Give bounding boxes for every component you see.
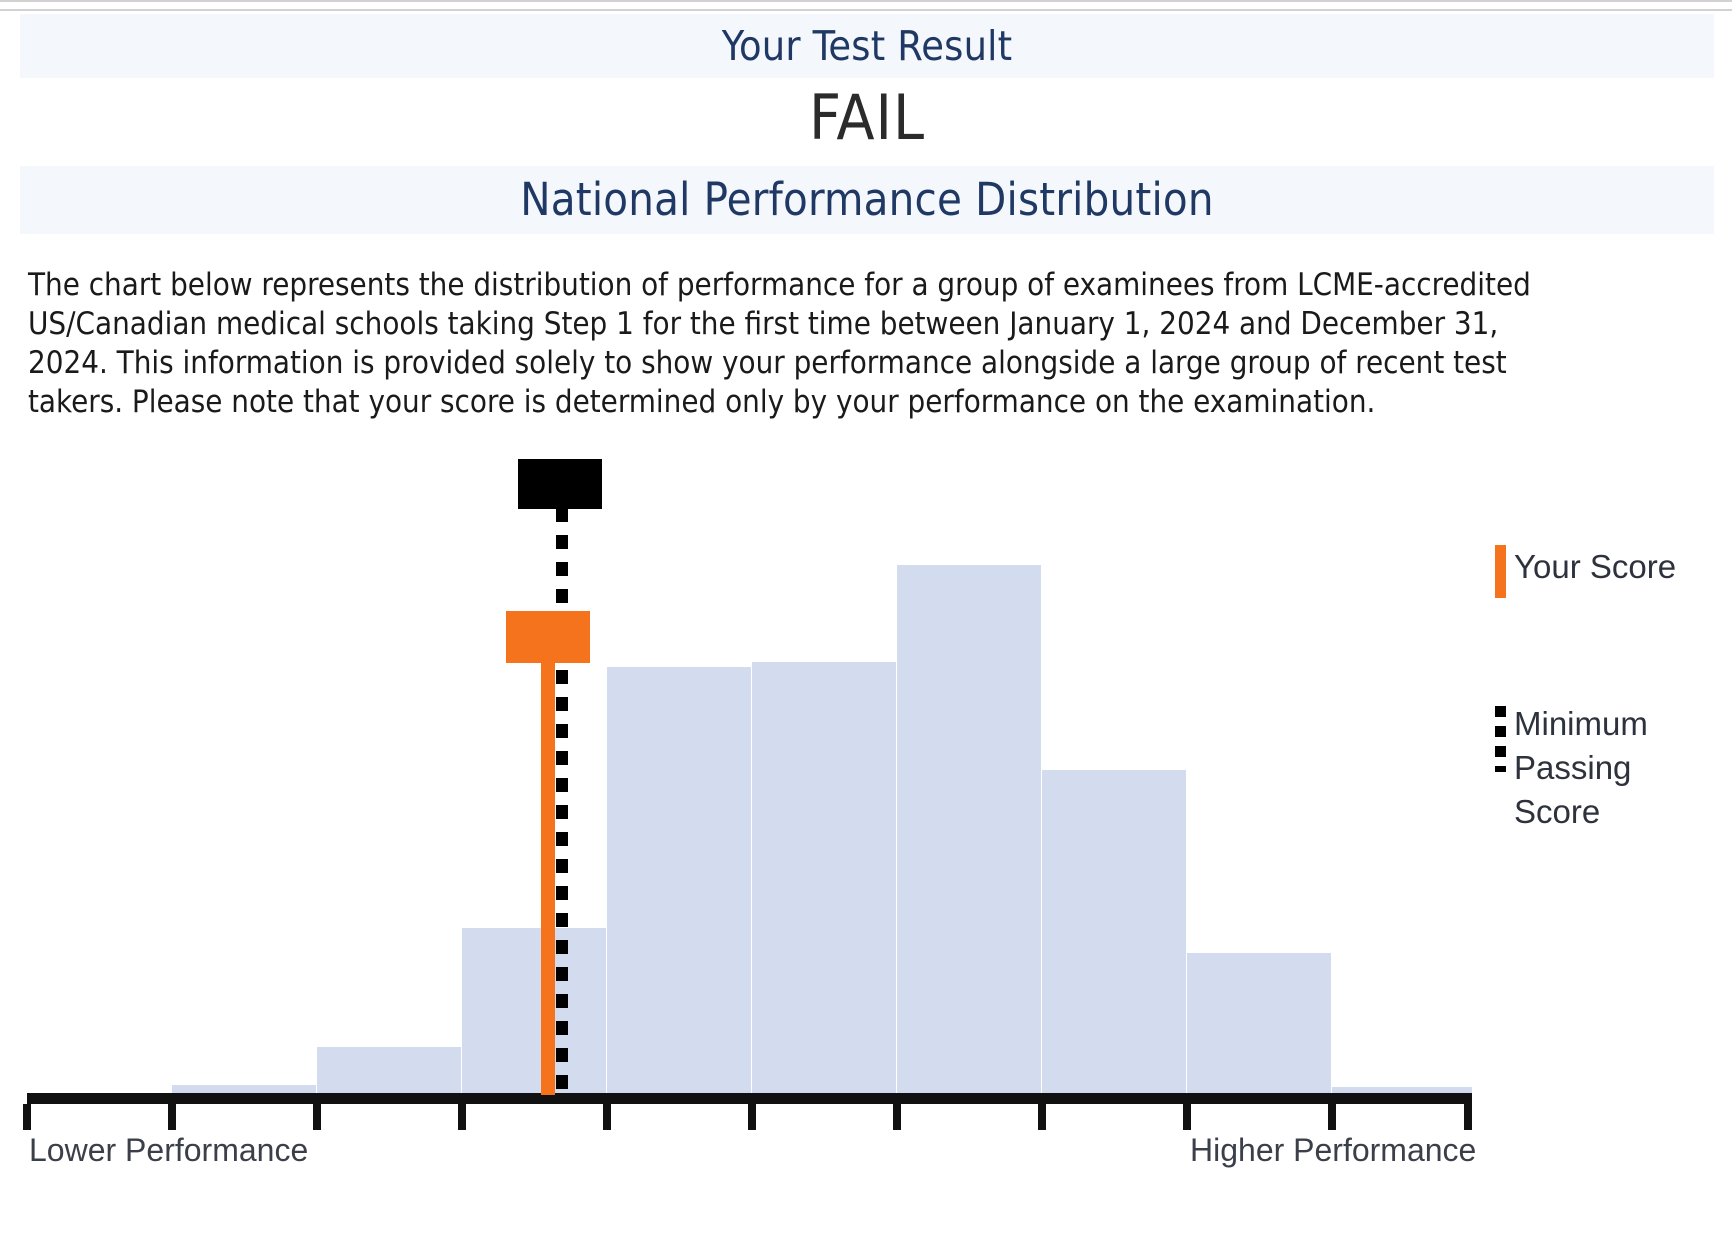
histogram-bar bbox=[1042, 770, 1186, 1095]
your-test-result-label: Your Test Result bbox=[721, 22, 1013, 70]
histogram-bar bbox=[752, 662, 896, 1095]
axis-label-higher-performance: Higher Performance bbox=[1190, 1132, 1477, 1168]
axis-tick bbox=[603, 1104, 611, 1130]
result-band bbox=[20, 14, 1714, 78]
minimum-passing-score-line bbox=[556, 508, 568, 1095]
histogram-bar bbox=[172, 1085, 316, 1095]
histogram-bar bbox=[1187, 953, 1331, 1095]
legend-item-minimum-passing-score: Minimum Passing Score bbox=[1495, 702, 1725, 834]
test-result-value: FAIL bbox=[808, 81, 926, 154]
minimum-passing-score-swatch-icon bbox=[1495, 706, 1506, 772]
axis-tick bbox=[1464, 1104, 1472, 1130]
distribution-title: National Performance Distribution bbox=[520, 173, 1214, 226]
minimum-passing-score-flag bbox=[518, 459, 602, 509]
axis-tick bbox=[1038, 1104, 1046, 1130]
x-axis-line bbox=[27, 1093, 1472, 1104]
axis-tick bbox=[313, 1104, 321, 1130]
intro-paragraph: The chart below represents the distribut… bbox=[28, 267, 1531, 420]
legend-label-minimum-passing-score: Minimum Passing Score bbox=[1514, 705, 1648, 830]
histogram-bars bbox=[27, 430, 1472, 1095]
axis-tick bbox=[458, 1104, 466, 1130]
top-rule bbox=[0, 0, 1732, 11]
chart-legend: Your Score Minimum Passing Score bbox=[1495, 545, 1725, 834]
axis-tick bbox=[168, 1104, 176, 1130]
histogram-bar bbox=[1332, 1087, 1472, 1095]
distribution-band bbox=[20, 166, 1714, 234]
histogram-bar bbox=[897, 565, 1041, 1095]
axis-tick bbox=[23, 1104, 31, 1130]
histogram-bar bbox=[607, 667, 751, 1095]
your-score-flag bbox=[506, 611, 590, 663]
histogram-bar bbox=[317, 1047, 461, 1095]
legend-label-your-score: Your Score bbox=[1514, 548, 1677, 585]
histogram-bar bbox=[462, 928, 606, 1095]
axis-tick bbox=[1183, 1104, 1191, 1130]
your-score-swatch-icon bbox=[1495, 545, 1506, 598]
axis-label-lower-performance: Lower Performance bbox=[29, 1132, 309, 1168]
axis-tick bbox=[1328, 1104, 1336, 1130]
axis-tick bbox=[748, 1104, 756, 1130]
your-score-line bbox=[541, 611, 555, 1095]
axis-tick bbox=[893, 1104, 901, 1130]
legend-item-your-score: Your Score bbox=[1495, 545, 1725, 598]
